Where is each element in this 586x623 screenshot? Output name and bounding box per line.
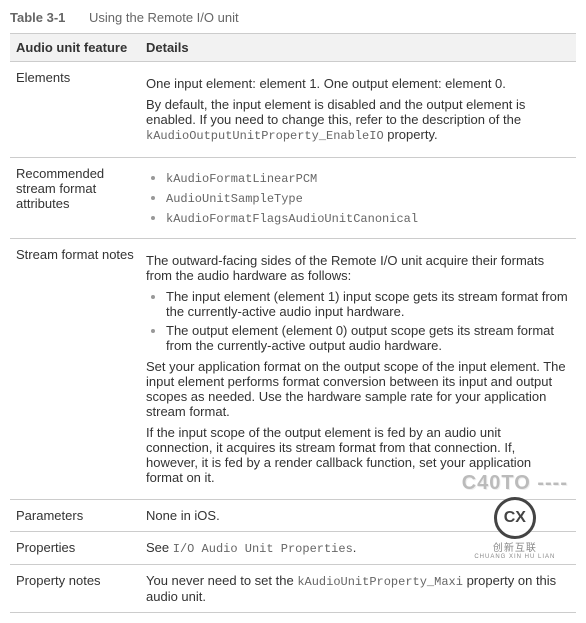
feature-cell: Property notes xyxy=(10,565,140,613)
code: I/O Audio Unit Properties xyxy=(173,542,353,556)
list-item: kAudioFormatFlagsAudioUnitCanonical xyxy=(166,210,570,226)
code: kAudioUnitProperty_Maxi xyxy=(297,575,463,589)
header-details: Details xyxy=(140,34,576,62)
list-item: AudioUnitSampleType xyxy=(166,190,570,206)
header-feature: Audio unit feature xyxy=(10,34,140,62)
table-row: Parameters None in iOS. xyxy=(10,500,576,532)
text: The outward-facing sides of the Remote I… xyxy=(146,253,570,283)
list-item: The output element (element 0) output sc… xyxy=(166,323,570,353)
list-item: kAudioFormatLinearPCM xyxy=(166,170,570,186)
feature-cell: Recommended stream format attributes xyxy=(10,158,140,239)
text: By default, the input element is disable… xyxy=(146,97,570,143)
code: kAudioOutputUnitProperty_EnableIO xyxy=(146,129,384,143)
details-cell: kAudioFormatLinearPCM AudioUnitSampleTyp… xyxy=(140,158,576,239)
details-cell: You never need to set the kAudioUnitProp… xyxy=(140,565,576,613)
table-title: Using the Remote I/O unit xyxy=(89,10,239,25)
table-row: Properties See I/O Audio Unit Properties… xyxy=(10,532,576,565)
list-item: The input element (element 1) input scop… xyxy=(166,289,570,319)
table-row: Stream format notes The outward-facing s… xyxy=(10,239,576,500)
list: kAudioFormatLinearPCM AudioUnitSampleTyp… xyxy=(146,170,570,226)
details-cell: None in iOS. xyxy=(140,500,576,532)
table-number: Table 3-1 xyxy=(10,10,65,25)
feature-cell: Stream format notes xyxy=(10,239,140,500)
feature-cell: Elements xyxy=(10,62,140,158)
remote-io-table: Audio unit feature Details Elements One … xyxy=(10,33,576,613)
table-row: Property notes You never need to set the… xyxy=(10,565,576,613)
table-row: Elements One input element: element 1. O… xyxy=(10,62,576,158)
text: If the input scope of the output element… xyxy=(146,425,570,485)
table-row: Recommended stream format attributes kAu… xyxy=(10,158,576,239)
text: Set your application format on the outpu… xyxy=(146,359,570,419)
text: One input element: element 1. One output… xyxy=(146,76,570,91)
list: The input element (element 1) input scop… xyxy=(146,289,570,353)
feature-cell: Parameters xyxy=(10,500,140,532)
details-cell: One input element: element 1. One output… xyxy=(140,62,576,158)
feature-cell: Properties xyxy=(10,532,140,565)
table-caption: Table 3-1 Using the Remote I/O unit xyxy=(10,10,576,25)
details-cell: The outward-facing sides of the Remote I… xyxy=(140,239,576,500)
details-cell: See I/O Audio Unit Properties. xyxy=(140,532,576,565)
